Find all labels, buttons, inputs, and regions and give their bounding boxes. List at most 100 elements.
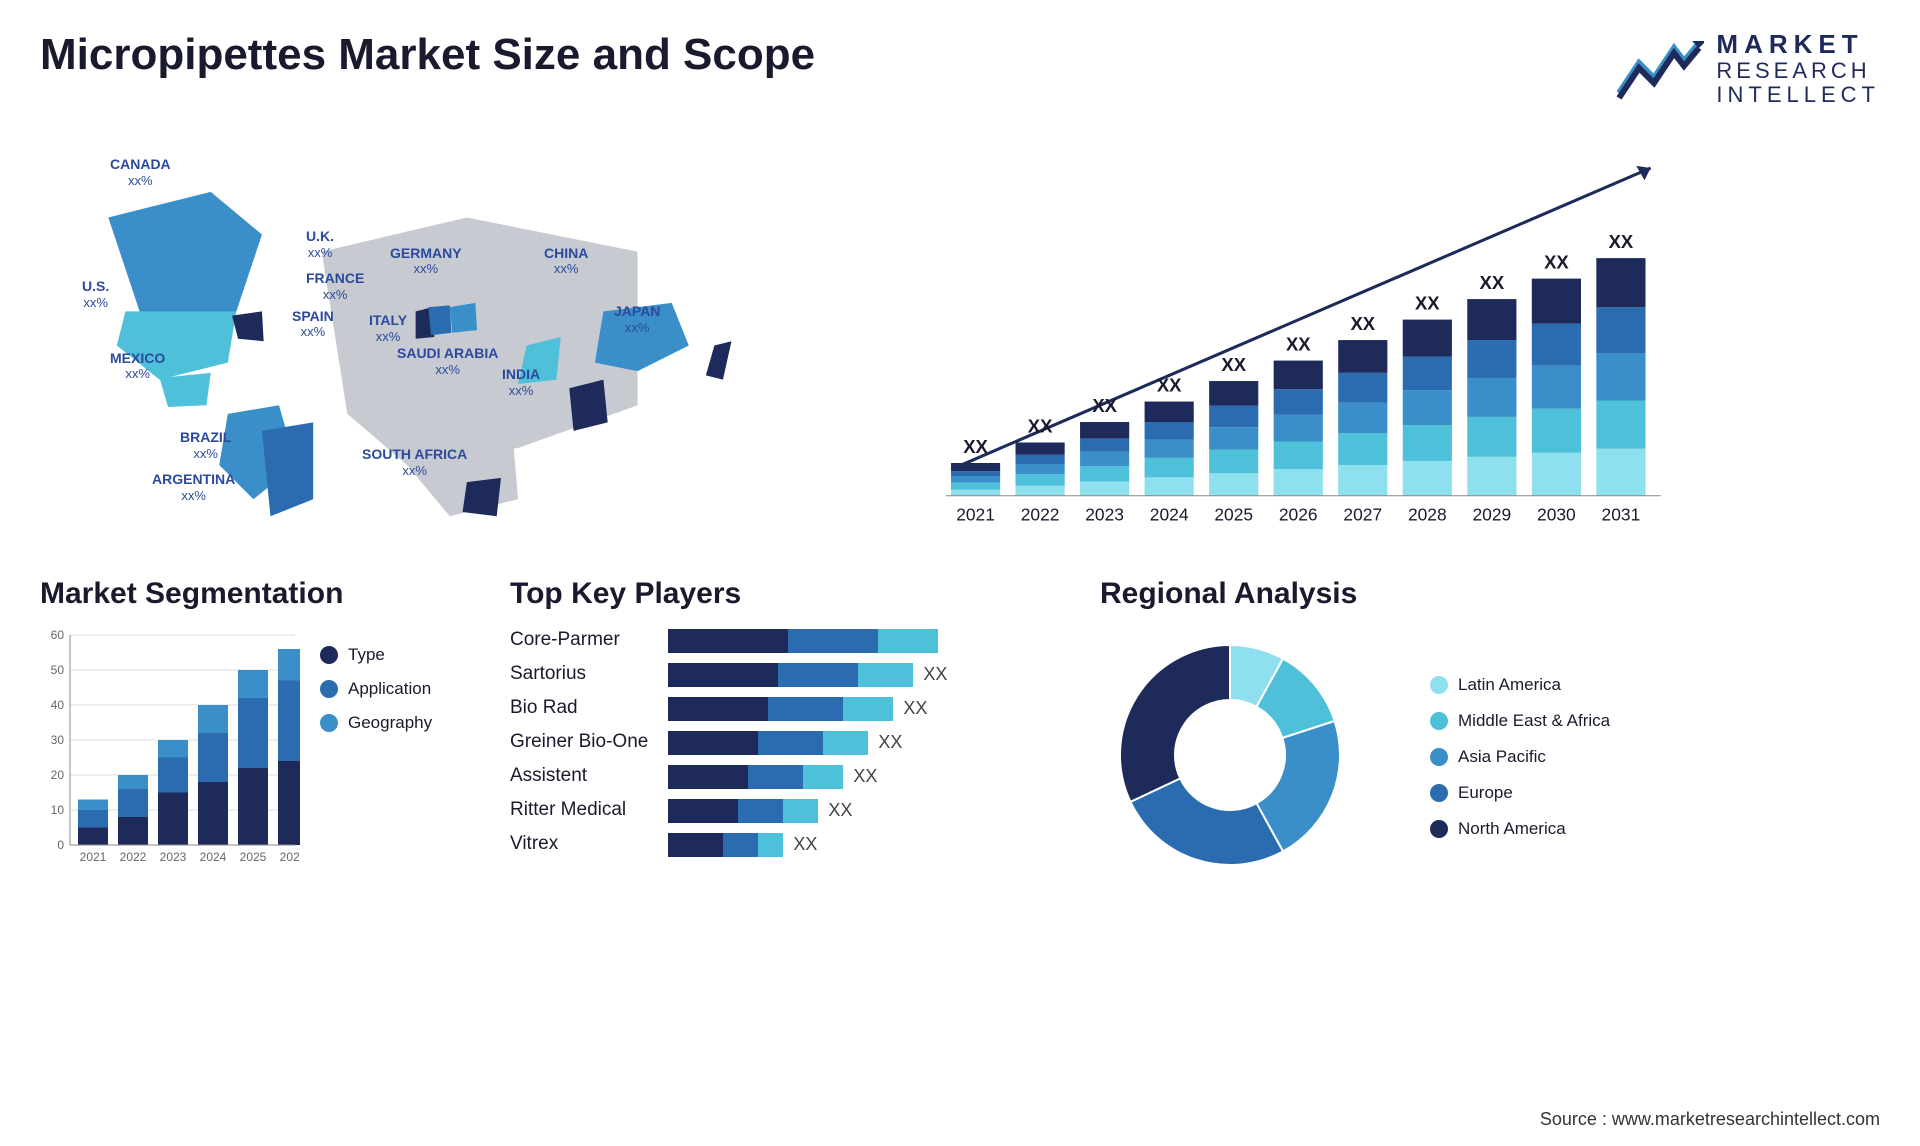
growth-bar-segment (1596, 400, 1645, 448)
player-bar-segment (668, 765, 748, 789)
regional-legend: Latin America Middle East & Africa Asia Pa… (1430, 675, 1610, 839)
player-bar-segment (783, 799, 818, 823)
player-bar-segment (758, 833, 783, 857)
growth-bar-segment (1016, 464, 1065, 474)
player-bar-row: XX (668, 697, 1050, 721)
seg-legend-label: Type (348, 645, 385, 665)
growth-bar-segment (1145, 458, 1194, 477)
seg-bar-segment (278, 761, 300, 845)
map-label-south-africa: SOUTH AFRICAxx% (362, 446, 467, 478)
source-attribution: Source : www.marketresearchintellect.com (1540, 1109, 1880, 1130)
seg-bar-segment (238, 768, 268, 845)
player-bar (668, 731, 868, 755)
map-label-italy: ITALYxx% (369, 312, 407, 344)
page-title: Micropipettes Market Size and Scope (40, 30, 815, 80)
map-label-u.k.: U.K.xx% (306, 228, 334, 260)
growth-bar-segment (1532, 279, 1581, 324)
growth-bar-segment (1080, 466, 1129, 481)
regional-legend-item: Asia Pacific (1430, 747, 1610, 767)
player-bar-segment (748, 765, 803, 789)
growth-value-label: XX (963, 436, 988, 457)
map-region (160, 373, 211, 407)
map-label-argentina: ARGENTINAxx% (152, 471, 235, 503)
player-name: Vitrex (510, 833, 648, 857)
seg-bar-segment (198, 705, 228, 733)
seg-bar-segment (238, 698, 268, 768)
player-bar (668, 663, 913, 687)
player-name: Greiner Bio-One (510, 731, 648, 755)
seg-year-label: 2023 (160, 850, 187, 864)
seg-y-label: 60 (51, 628, 65, 642)
donut-slice (1120, 645, 1230, 802)
growth-value-label: XX (1028, 415, 1053, 436)
seg-year-label: 2022 (120, 850, 147, 864)
player-bar-row: XX (668, 731, 1050, 755)
players-names-list: Core-ParmerSartoriusBio RadGreiner Bio-O… (510, 625, 648, 857)
regional-legend-label: Europe (1458, 783, 1513, 803)
growth-year-label: 2022 (1021, 504, 1060, 524)
players-bars-list: XXXXXXXXXXXX (668, 625, 1050, 857)
player-bar (668, 799, 818, 823)
seg-legend-label: Geography (348, 713, 432, 733)
growth-bar-segment (1596, 258, 1645, 307)
growth-year-label: 2030 (1537, 504, 1576, 524)
growth-bar-segment (1532, 409, 1581, 453)
map-label-saudi-arabia: SAUDI ARABIAxx% (397, 345, 498, 377)
legend-dot-icon (1430, 784, 1448, 802)
growth-value-label: XX (1544, 251, 1569, 272)
player-bar-row: XX (668, 765, 1050, 789)
growth-value-label: XX (1221, 354, 1246, 375)
map-region (232, 311, 264, 341)
regional-legend-item: Europe (1430, 783, 1610, 803)
growth-year-label: 2024 (1150, 504, 1189, 524)
growth-bar-segment (1467, 417, 1516, 457)
seg-legend-item: Type (320, 645, 432, 665)
map-label-china: CHINAxx% (544, 245, 588, 277)
map-label-india: INDIAxx% (502, 366, 540, 398)
growth-bar-segment (1145, 402, 1194, 422)
player-bar-row (668, 629, 1050, 653)
regional-legend-item: Middle East & Africa (1430, 711, 1610, 731)
seg-year-label: 2026 (280, 850, 300, 864)
regional-legend-label: Latin America (1458, 675, 1561, 695)
growth-bar-segment (1467, 299, 1516, 340)
growth-bar-segment (1338, 340, 1387, 373)
player-name: Assistent (510, 765, 648, 789)
seg-bar-segment (118, 775, 148, 789)
player-bar-segment (758, 731, 823, 755)
player-bar-segment (788, 629, 878, 653)
seg-y-label: 0 (57, 838, 64, 852)
player-value-label: XX (903, 698, 927, 719)
growth-bar-segment (1596, 353, 1645, 400)
seg-legend-label: Application (348, 679, 431, 699)
player-value-label: XX (878, 732, 902, 753)
growth-bar-segment (951, 471, 1000, 476)
growth-value-label: XX (1350, 313, 1375, 334)
growth-bar-segment (1209, 406, 1258, 428)
player-value-label: XX (793, 834, 817, 855)
growth-bar-segment (1016, 455, 1065, 464)
growth-bar-segment (1274, 441, 1323, 469)
seg-y-label: 40 (51, 698, 65, 712)
seg-bar-segment (118, 817, 148, 845)
seg-bar-segment (278, 649, 300, 681)
player-name: Sartorius (510, 663, 648, 687)
seg-bar-segment (78, 827, 108, 845)
growth-bar-segment (1532, 453, 1581, 496)
player-bar (668, 629, 938, 653)
growth-bar-segment (1145, 477, 1194, 495)
world-map-panel: CANADAxx%U.S.xx%MEXICOxx%BRAZILxx%ARGENT… (40, 127, 740, 547)
growth-bar-segment (1274, 469, 1323, 496)
map-label-u.s.: U.S.xx% (82, 278, 109, 310)
growth-bar-segment (1080, 452, 1129, 466)
logo-text-3: INTELLECT (1716, 83, 1880, 107)
seg-y-label: 20 (51, 768, 65, 782)
growth-bar-segment (951, 463, 1000, 471)
segmentation-legend: Type Application Geography (320, 625, 432, 897)
growth-bar-segment (1403, 425, 1452, 461)
player-value-label: XX (853, 766, 877, 787)
map-label-canada: CANADAxx% (110, 156, 171, 188)
map-region (428, 305, 451, 335)
growth-bar-segment (1016, 486, 1065, 496)
player-name: Core-Parmer (510, 629, 648, 653)
